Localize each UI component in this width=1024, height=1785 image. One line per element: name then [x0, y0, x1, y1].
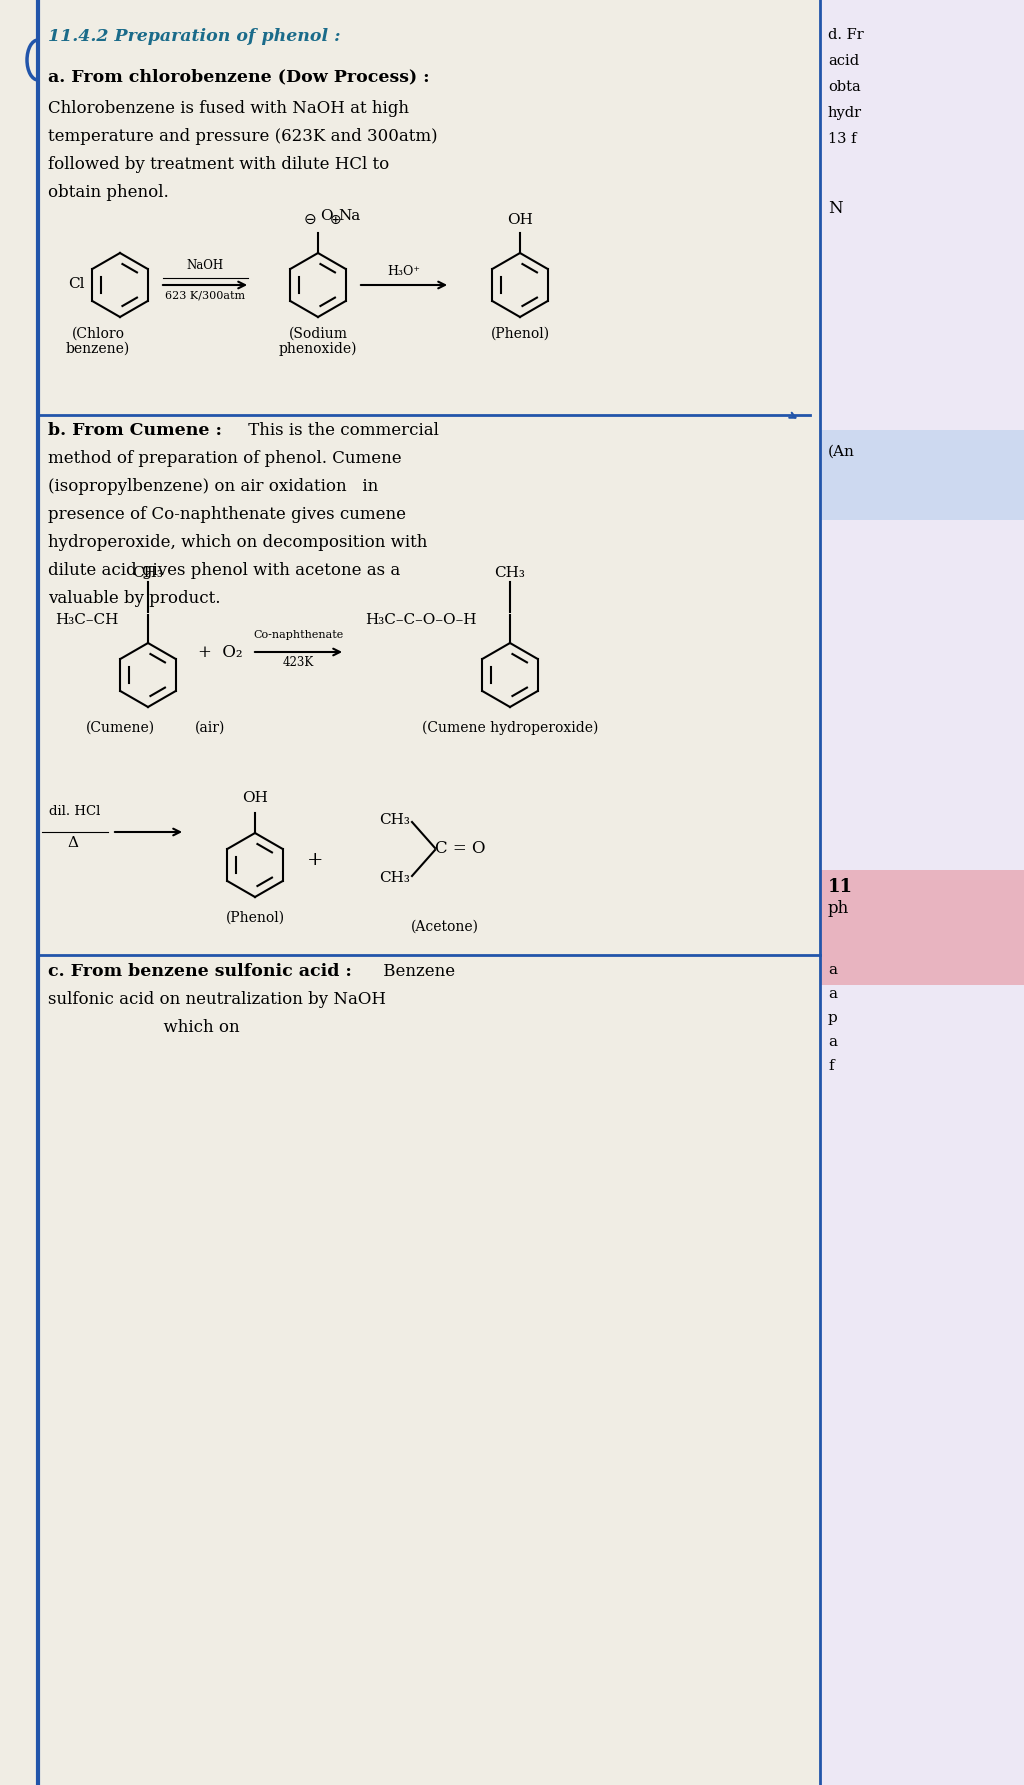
- Text: OH: OH: [507, 212, 532, 227]
- Text: obtain phenol.: obtain phenol.: [48, 184, 169, 202]
- Text: d. Fr: d. Fr: [828, 29, 864, 43]
- Text: followed by treatment with dilute HCl to: followed by treatment with dilute HCl to: [48, 155, 389, 173]
- Text: Δ: Δ: [68, 835, 79, 850]
- Text: dilute acid gives phenol with acetone as a: dilute acid gives phenol with acetone as…: [48, 562, 400, 578]
- Text: Co-naphthenate: Co-naphthenate: [253, 630, 343, 641]
- Text: p: p: [828, 1010, 838, 1025]
- Text: f: f: [828, 1059, 834, 1073]
- Text: (air): (air): [195, 721, 225, 735]
- Text: acid: acid: [828, 54, 859, 68]
- Bar: [820, 869, 1024, 985]
- Text: (Cumene hydroperoxide): (Cumene hydroperoxide): [422, 721, 598, 735]
- Text: CH₃: CH₃: [495, 566, 525, 580]
- Text: phenoxide): phenoxide): [279, 343, 357, 357]
- Text: H₃C–CH: H₃C–CH: [55, 612, 119, 627]
- Text: sulfonic acid on neutralization by NaOH: sulfonic acid on neutralization by NaOH: [48, 991, 386, 1009]
- Text: 623 K/300atm: 623 K/300atm: [165, 289, 245, 300]
- Text: temperature and pressure (623K and 300atm): temperature and pressure (623K and 300at…: [48, 129, 437, 145]
- Text: hydr: hydr: [828, 105, 862, 120]
- Text: a. From chlorobenzene (Dow Process) :: a. From chlorobenzene (Dow Process) :: [48, 68, 430, 86]
- Text: CH₃: CH₃: [379, 871, 410, 885]
- Text: (Chloro: (Chloro: [72, 327, 125, 341]
- Text: (Phenol): (Phenol): [225, 910, 285, 925]
- Text: (An: (An: [828, 444, 855, 459]
- Text: NaOH: NaOH: [186, 259, 223, 271]
- Text: H₃O⁺: H₃O⁺: [387, 264, 421, 278]
- Text: ph: ph: [828, 900, 849, 917]
- Text: dil. HCl: dil. HCl: [49, 805, 100, 818]
- Text: CH₃: CH₃: [132, 566, 164, 580]
- Text: Benzene: Benzene: [378, 962, 455, 980]
- Text: 11: 11: [828, 878, 853, 896]
- Text: benzene): benzene): [66, 343, 130, 355]
- Text: a: a: [828, 1035, 837, 1050]
- Text: (Acetone): (Acetone): [411, 919, 479, 934]
- Text: which on: which on: [48, 1019, 240, 1035]
- Bar: [820, 430, 1024, 519]
- Text: This is the commercial: This is the commercial: [243, 421, 439, 439]
- Text: Chlorobenzene is fused with NaOH at high: Chlorobenzene is fused with NaOH at high: [48, 100, 409, 118]
- Text: N: N: [828, 200, 843, 218]
- Text: c. From benzene sulfonic acid :: c. From benzene sulfonic acid :: [48, 962, 352, 980]
- Text: ⊕: ⊕: [330, 212, 342, 227]
- Text: 13 f: 13 f: [828, 132, 856, 146]
- Text: Cl: Cl: [68, 277, 84, 291]
- Text: presence of Co-naphthenate gives cumene: presence of Co-naphthenate gives cumene: [48, 505, 406, 523]
- Text: hydroperoxide, which on decomposition with: hydroperoxide, which on decomposition wi…: [48, 534, 427, 552]
- Text: +: +: [307, 851, 324, 869]
- Text: Na: Na: [338, 209, 360, 223]
- Text: method of preparation of phenol. Cumene: method of preparation of phenol. Cumene: [48, 450, 401, 468]
- Text: O: O: [319, 209, 333, 223]
- Text: +  O₂: + O₂: [198, 644, 243, 660]
- Text: a: a: [828, 962, 837, 976]
- Text: C = O: C = O: [435, 839, 485, 857]
- Text: valuable by product.: valuable by product.: [48, 591, 220, 607]
- Text: (Phenol): (Phenol): [490, 327, 550, 341]
- Text: (isopropylbenzene) on air oxidation   in: (isopropylbenzene) on air oxidation in: [48, 478, 378, 494]
- Text: 423K: 423K: [283, 657, 313, 669]
- Text: b. From Cumene :: b. From Cumene :: [48, 421, 222, 439]
- Text: ⊖: ⊖: [304, 212, 316, 227]
- Text: obta: obta: [828, 80, 861, 95]
- Text: H₃C–C–O–O–H: H₃C–C–O–O–H: [365, 612, 476, 627]
- Text: (Cumene): (Cumene): [85, 721, 155, 735]
- Text: (Sodium: (Sodium: [289, 327, 347, 341]
- Text: CH₃: CH₃: [379, 812, 410, 826]
- Text: OH: OH: [242, 791, 268, 805]
- Text: a: a: [828, 987, 837, 1001]
- Bar: [820, 0, 1024, 1785]
- Text: 11.4.2 Preparation of phenol :: 11.4.2 Preparation of phenol :: [48, 29, 341, 45]
